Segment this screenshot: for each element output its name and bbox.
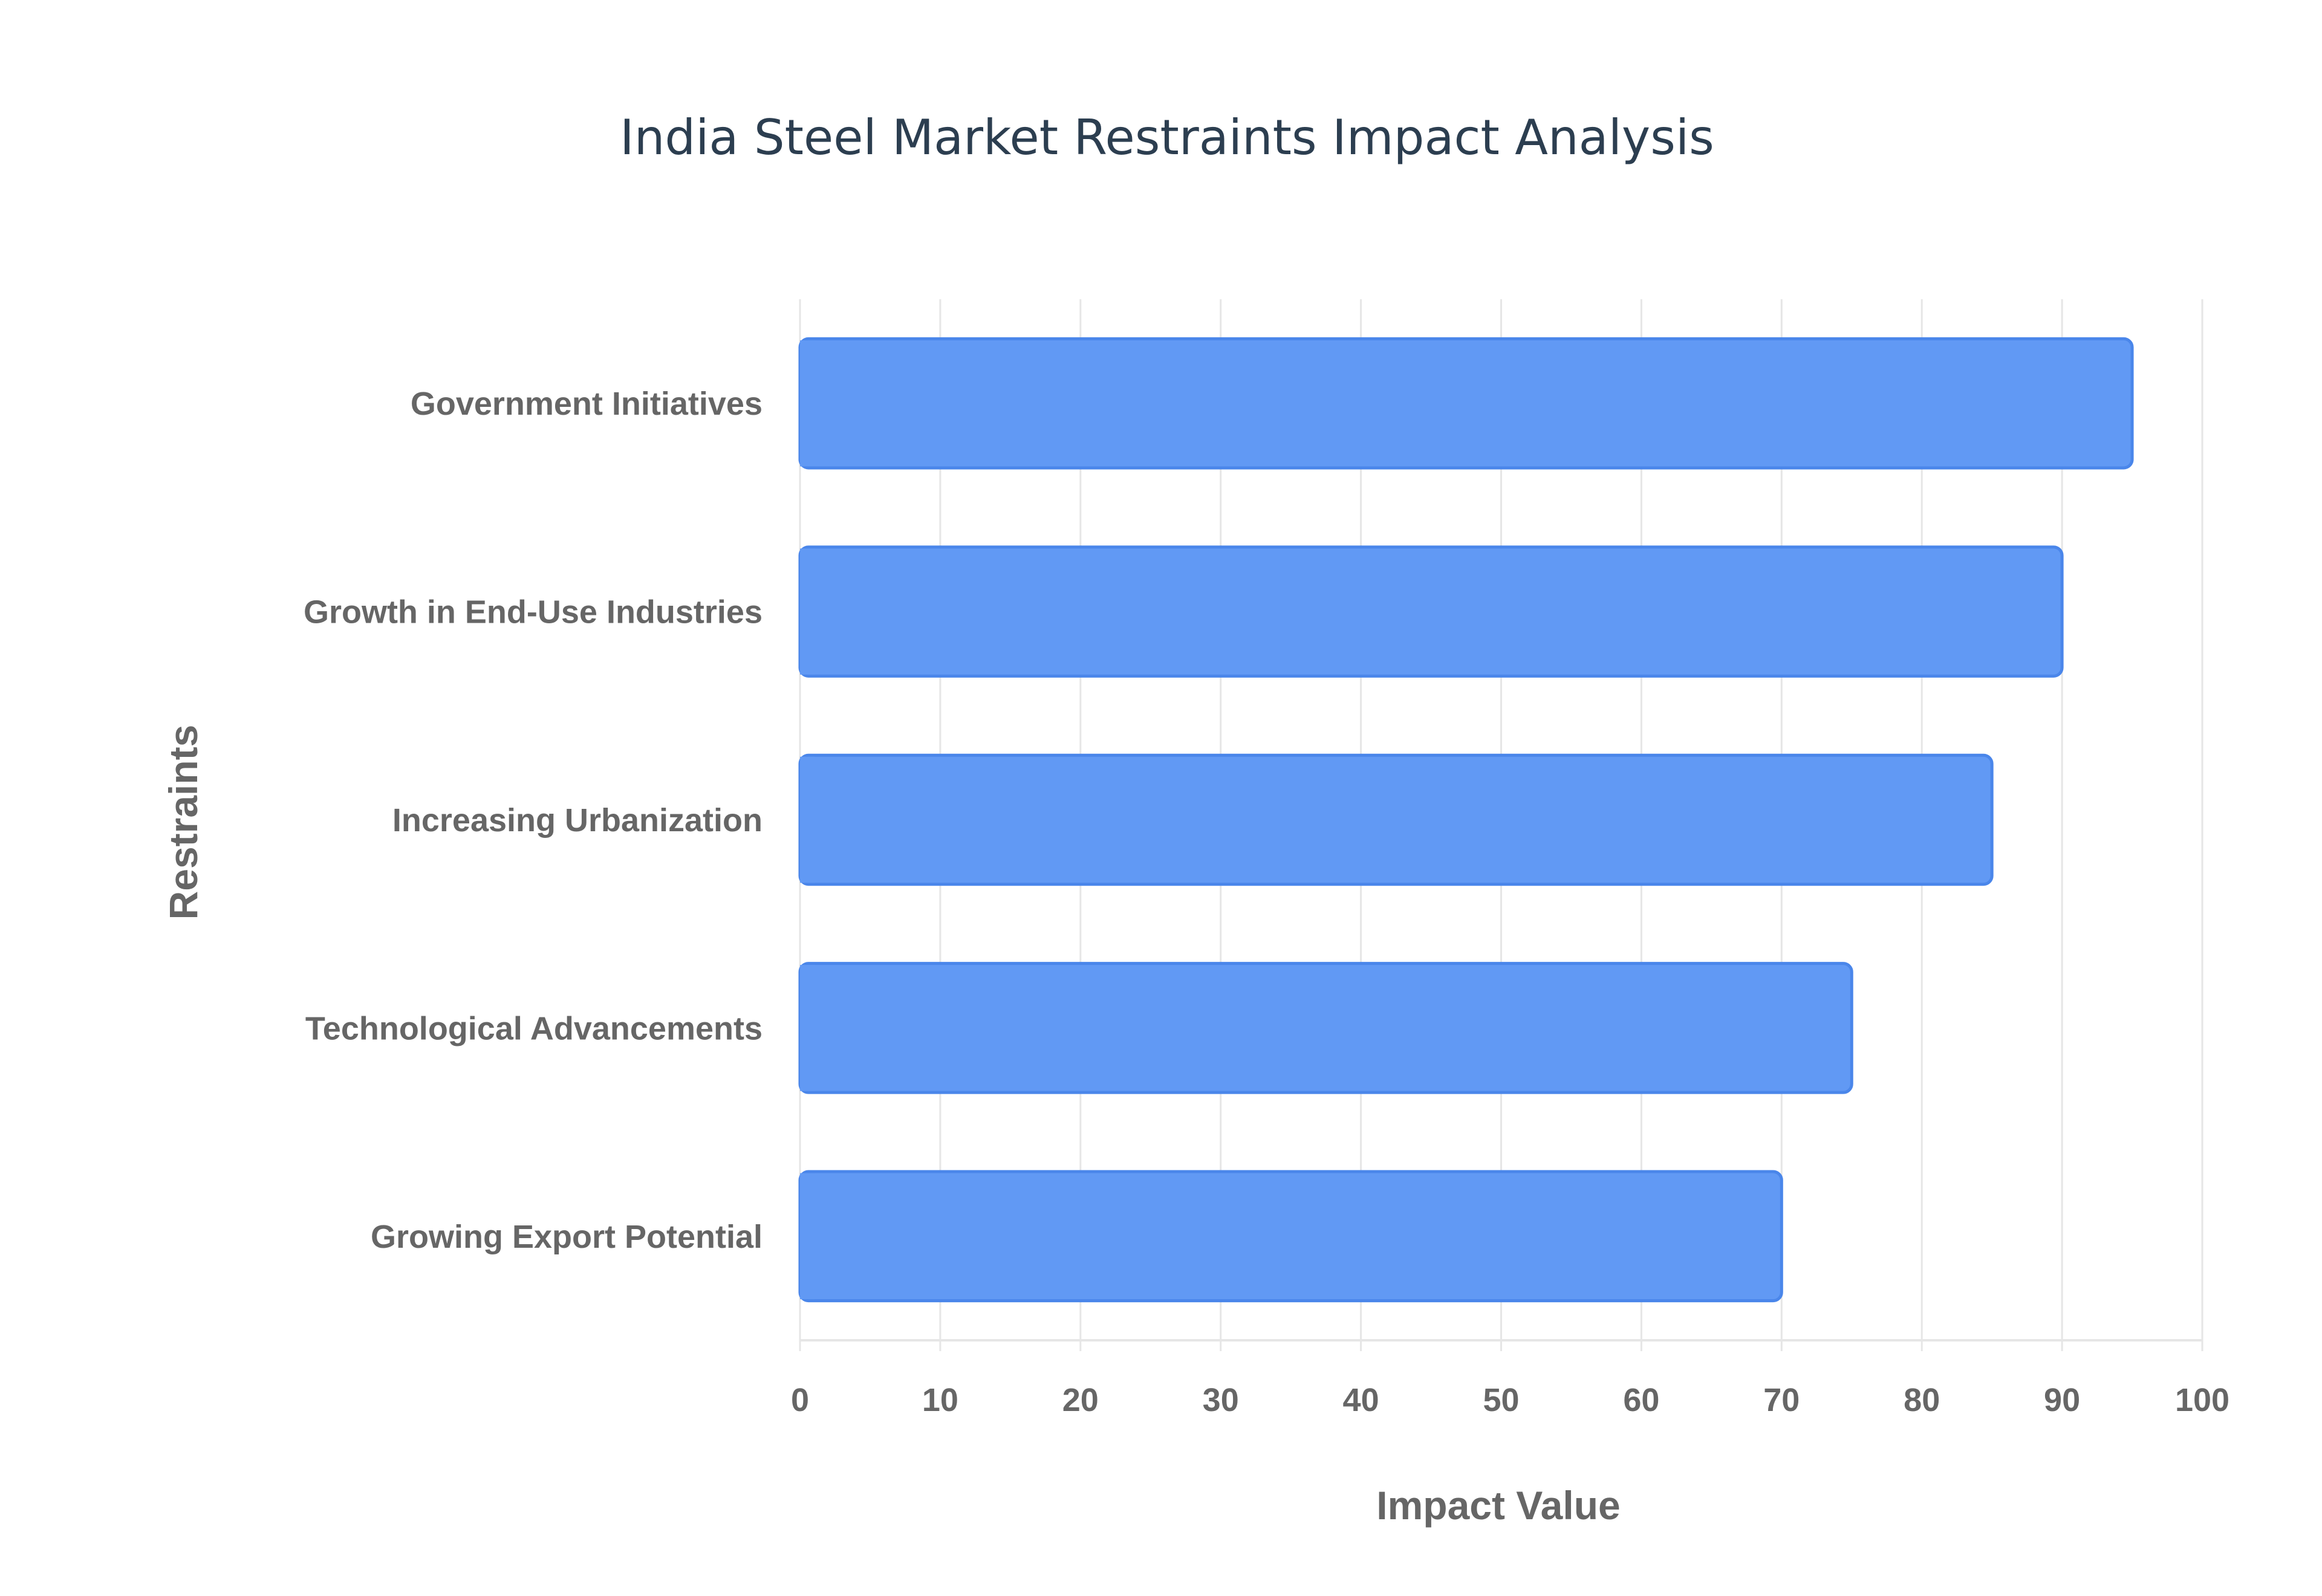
- bar[interactable]: [798, 1170, 1783, 1303]
- x-tick-label: 30: [1203, 1382, 1239, 1418]
- bar-base: [800, 965, 815, 1091]
- x-axis-title: Impact Value: [1376, 1483, 1621, 1528]
- y-axis-tick-labels: Government Initiatives Growth in End-Use …: [304, 386, 763, 1255]
- x-tick-label: 70: [1763, 1382, 1800, 1418]
- x-tick-label: 90: [2044, 1382, 2080, 1418]
- x-tick-label: 80: [1904, 1382, 1940, 1418]
- y-tick-label: Growing Export Potential: [371, 1219, 763, 1255]
- x-tick-label: 10: [922, 1382, 958, 1418]
- bar[interactable]: [798, 962, 1853, 1094]
- x-axis-tick-labels: 0 10 20 30 40 50 60 70 80 90 100: [791, 1382, 2229, 1418]
- y-axis-title: Restraints: [161, 725, 206, 920]
- x-tick-label: 100: [2175, 1382, 2229, 1418]
- bar[interactable]: [798, 753, 1994, 886]
- bar-base: [800, 340, 815, 467]
- y-tick-label: Increasing Urbanization: [392, 802, 763, 839]
- y-tick-label: Growth in End-Use Industries: [304, 594, 763, 631]
- y-tick-label: Government Initiatives: [411, 386, 763, 422]
- x-tick-label: 20: [1062, 1382, 1099, 1418]
- x-tick-label: 0: [791, 1382, 809, 1418]
- x-tick-label: 60: [1623, 1382, 1659, 1418]
- bar[interactable]: [798, 337, 2134, 470]
- chart-title: India Steel Market Restraints Impact Ana…: [620, 109, 1714, 166]
- bar[interactable]: [798, 545, 2064, 678]
- y-tick-label: Technological Advancements: [305, 1010, 763, 1046]
- bar-base: [800, 756, 815, 883]
- bar-base: [800, 1173, 815, 1300]
- x-tick-label: 50: [1483, 1382, 1519, 1418]
- x-tick-label: 40: [1343, 1382, 1379, 1418]
- bar-base: [800, 548, 815, 675]
- bars: [798, 337, 2134, 1303]
